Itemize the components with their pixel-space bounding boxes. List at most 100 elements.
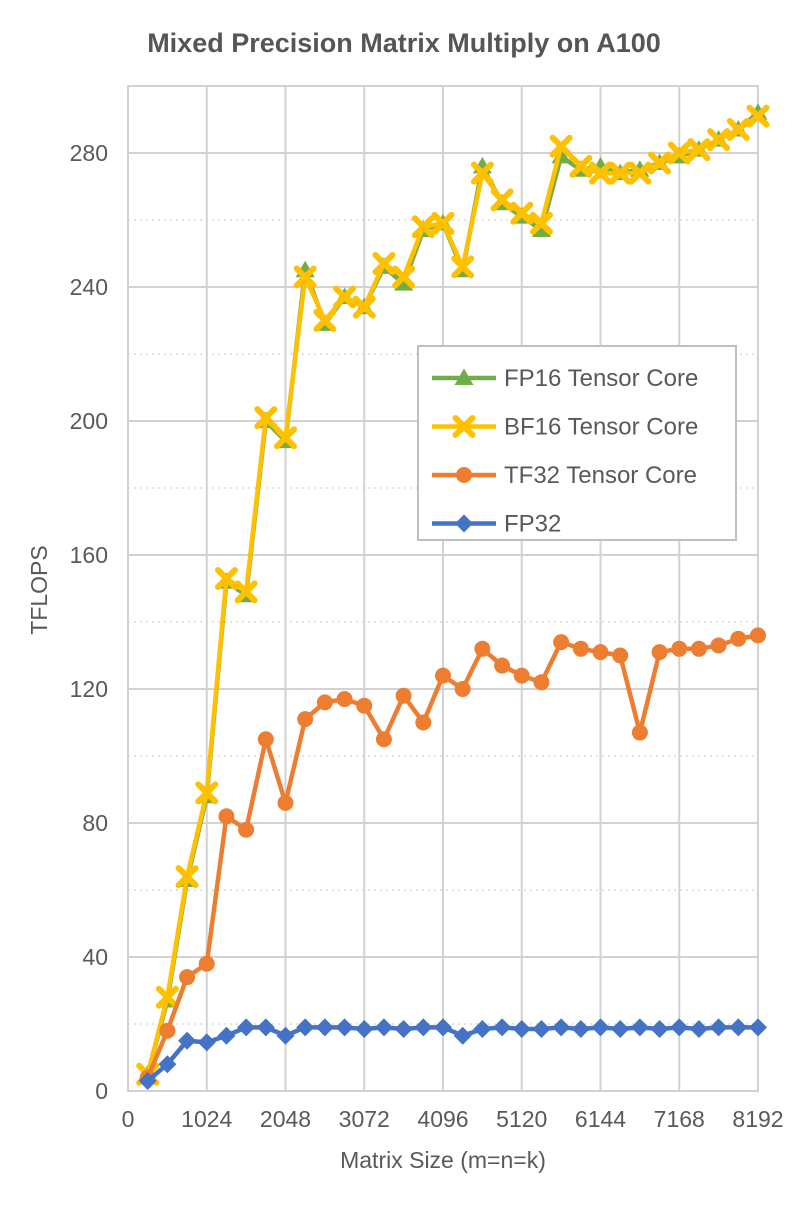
marker-circle bbox=[435, 667, 451, 684]
marker-x bbox=[510, 201, 534, 225]
marker-circle bbox=[750, 627, 766, 644]
marker-circle bbox=[730, 630, 747, 647]
y-tick-label: 40 bbox=[82, 944, 108, 970]
marker-x bbox=[648, 151, 672, 175]
marker-x bbox=[431, 211, 455, 235]
marker-diamond bbox=[455, 514, 473, 533]
marker-x bbox=[529, 211, 553, 235]
y-tick-label: 280 bbox=[70, 140, 108, 166]
marker-x bbox=[451, 255, 475, 279]
legend-item: TF32 Tensor Core bbox=[432, 462, 697, 489]
marker-x bbox=[569, 154, 593, 178]
marker-circle bbox=[395, 687, 412, 704]
marker-diamond bbox=[512, 1020, 531, 1039]
marker-circle bbox=[533, 674, 550, 691]
marker-x bbox=[707, 128, 731, 152]
marker-x bbox=[452, 415, 476, 438]
legend-item: FP32 bbox=[432, 511, 561, 538]
series-bf16-tensor-core bbox=[136, 104, 770, 1086]
marker-circle bbox=[454, 681, 471, 697]
marker-x bbox=[667, 141, 691, 165]
marker-circle bbox=[690, 640, 707, 657]
marker-diamond bbox=[158, 1055, 177, 1074]
marker-diamond bbox=[453, 1026, 472, 1045]
marker-circle bbox=[710, 637, 727, 654]
series-fp32 bbox=[138, 1018, 767, 1090]
marker-x bbox=[175, 865, 199, 889]
marker-diamond bbox=[552, 1018, 571, 1037]
x-tick-label: 2048 bbox=[260, 1106, 311, 1132]
marker-diamond bbox=[414, 1018, 433, 1037]
x-tick-label: 8192 bbox=[732, 1106, 783, 1132]
series-layer bbox=[136, 103, 770, 1090]
marker-x bbox=[254, 406, 278, 430]
marker-circle bbox=[592, 644, 609, 661]
marker-diamond bbox=[256, 1018, 275, 1037]
plot-border-rect bbox=[127, 85, 759, 1092]
marker-circle bbox=[179, 969, 196, 986]
x-tick-label: 1024 bbox=[181, 1106, 232, 1132]
legend-item: BF16 Tensor Core bbox=[432, 414, 698, 441]
marker-x bbox=[392, 265, 416, 289]
y-tick-label: 160 bbox=[70, 542, 108, 568]
marker-diamond bbox=[729, 1018, 748, 1037]
marker-triangle bbox=[531, 220, 551, 238]
marker-diamond bbox=[178, 1031, 197, 1050]
marker-diamond bbox=[394, 1020, 413, 1039]
marker-x bbox=[352, 295, 376, 319]
marker-diamond bbox=[571, 1020, 590, 1039]
marker-x bbox=[234, 580, 258, 604]
marker-diamond bbox=[296, 1018, 315, 1037]
marker-triangle bbox=[454, 368, 474, 385]
marker-diamond bbox=[315, 1018, 334, 1037]
marker-diamond bbox=[217, 1026, 236, 1045]
marker-x bbox=[372, 252, 396, 276]
marker-circle bbox=[375, 731, 392, 748]
marker-x bbox=[726, 118, 750, 142]
marker-circle bbox=[553, 634, 570, 651]
marker-circle bbox=[474, 640, 491, 657]
marker-circle bbox=[415, 714, 432, 731]
marker-circle bbox=[277, 794, 294, 811]
marker-triangle bbox=[748, 103, 768, 120]
x-tick-label: 6144 bbox=[575, 1106, 626, 1132]
marker-circle bbox=[513, 667, 530, 684]
x-tick-label: 4096 bbox=[417, 1106, 468, 1132]
marker-x bbox=[628, 161, 652, 185]
plot-border bbox=[127, 85, 759, 1092]
marker-x bbox=[195, 781, 219, 805]
legend-label: FP16 Tensor Core bbox=[504, 365, 698, 392]
series-line bbox=[145, 633, 761, 1080]
marker-circle bbox=[257, 731, 274, 748]
y-tick-label: 0 bbox=[95, 1078, 108, 1104]
marker-diamond bbox=[493, 1018, 512, 1037]
y-axis-title: TFLOPS bbox=[26, 545, 52, 634]
marker-x bbox=[293, 265, 317, 289]
marker-diamond bbox=[591, 1018, 610, 1037]
marker-diamond bbox=[749, 1018, 767, 1037]
marker-x bbox=[411, 215, 435, 239]
marker-circle bbox=[456, 467, 472, 483]
marker-circle bbox=[218, 808, 235, 825]
marker-diamond bbox=[670, 1018, 689, 1037]
marker-x bbox=[549, 134, 573, 158]
marker-diamond bbox=[138, 1071, 157, 1090]
legend-label: FP32 bbox=[504, 511, 561, 538]
chart-title: Mixed Precision Matrix Multiply on A100 bbox=[147, 28, 661, 58]
marker-diamond bbox=[434, 1018, 452, 1037]
marker-x bbox=[687, 138, 711, 162]
marker-circle bbox=[631, 724, 648, 741]
marker-x bbox=[746, 104, 770, 128]
series-line bbox=[145, 1025, 761, 1084]
marker-x bbox=[274, 426, 297, 450]
marker-x bbox=[470, 161, 494, 185]
marker-diamond bbox=[335, 1018, 354, 1037]
legend-item: FP16 Tensor Core bbox=[432, 365, 698, 392]
marker-circle bbox=[297, 711, 314, 728]
marker-circle bbox=[238, 821, 255, 838]
marker-x bbox=[333, 285, 357, 309]
marker-circle bbox=[494, 657, 511, 674]
tick-labels: 0 40 80 120 160 200 240 280 0 1024 2048 3072 4096 512… bbox=[70, 140, 784, 1132]
